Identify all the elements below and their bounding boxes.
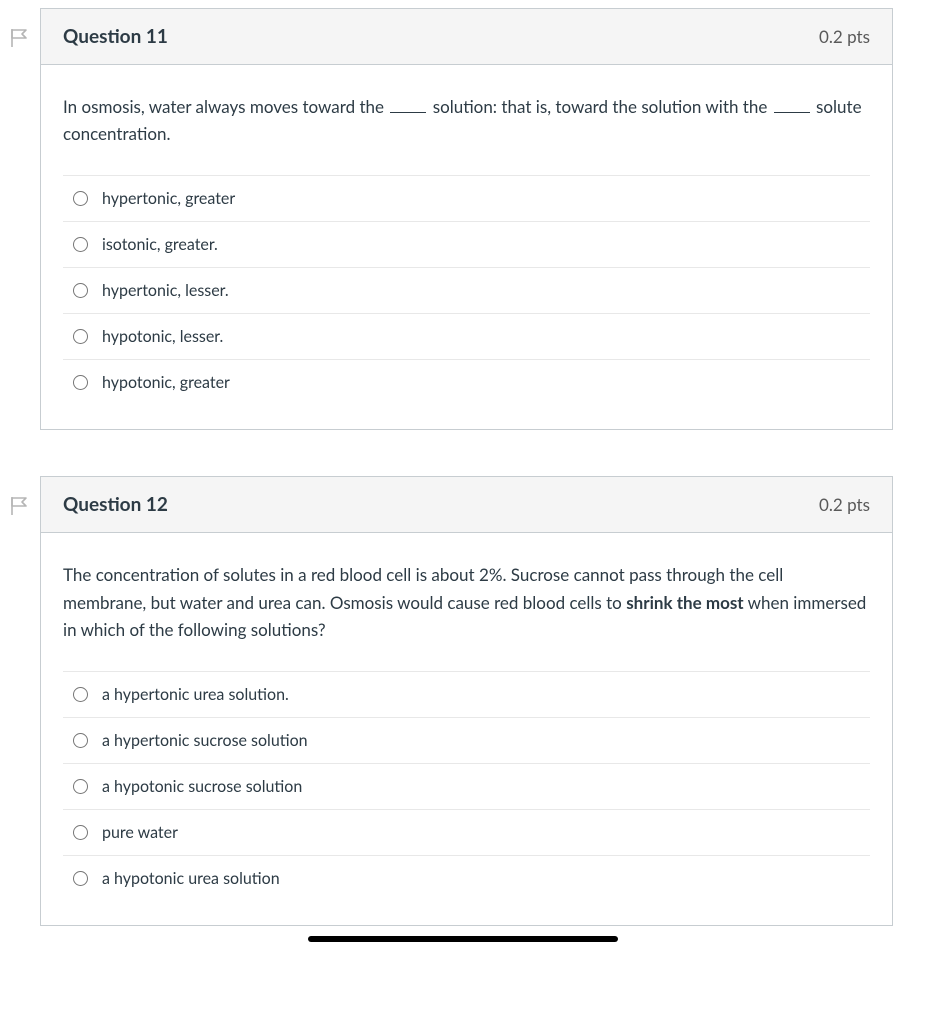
- answer-option[interactable]: hypotonic, lesser.: [63, 314, 870, 360]
- answer-label: hypertonic, greater: [102, 189, 235, 208]
- answer-radio[interactable]: [73, 871, 88, 886]
- answer-label: hypotonic, lesser.: [102, 327, 223, 346]
- answer-radio[interactable]: [73, 779, 88, 794]
- answer-label: pure water: [102, 823, 178, 842]
- answer-option[interactable]: hypertonic, greater: [63, 176, 870, 222]
- question-text: The concentration of solutes in a red bl…: [63, 561, 870, 643]
- question-header: Question 12 0.2 pts: [41, 477, 892, 533]
- answer-label: a hypotonic urea solution: [102, 869, 280, 888]
- answer-radio[interactable]: [73, 329, 88, 344]
- answer-radio[interactable]: [73, 375, 88, 390]
- question-points: 0.2 pts: [819, 26, 870, 47]
- question-body: In osmosis, water always moves toward th…: [41, 65, 892, 429]
- question-card: Question 12 0.2 pts The concentration of…: [40, 476, 893, 926]
- answer-radio[interactable]: [73, 237, 88, 252]
- answer-option[interactable]: a hypotonic sucrose solution: [63, 764, 870, 810]
- answer-label: hypertonic, lesser.: [102, 281, 229, 300]
- answer-option[interactable]: a hypertonic sucrose solution: [63, 718, 870, 764]
- question-wrapper: Question 12 0.2 pts The concentration of…: [0, 476, 925, 926]
- answer-radio[interactable]: [73, 283, 88, 298]
- answer-radio[interactable]: [73, 191, 88, 206]
- question-text: In osmosis, water always moves toward th…: [63, 93, 870, 147]
- question-header: Question 11 0.2 pts: [41, 9, 892, 65]
- question-wrapper: Question 11 0.2 pts In osmosis, water al…: [0, 8, 925, 430]
- answer-option[interactable]: isotonic, greater.: [63, 222, 870, 268]
- question-body: The concentration of solutes in a red bl…: [41, 533, 892, 925]
- question-points: 0.2 pts: [819, 494, 870, 515]
- question-title: Question 12: [63, 493, 168, 516]
- home-indicator: [308, 936, 618, 942]
- answers-list: a hypertonic urea solution. a hypertonic…: [63, 671, 870, 901]
- answer-label: hypotonic, greater: [102, 373, 230, 392]
- answer-radio[interactable]: [73, 825, 88, 840]
- answer-option[interactable]: a hypotonic urea solution: [63, 856, 870, 901]
- question-title: Question 11: [63, 25, 168, 48]
- answer-radio[interactable]: [73, 687, 88, 702]
- answer-option[interactable]: pure water: [63, 810, 870, 856]
- answers-list: hypertonic, greater isotonic, greater. h…: [63, 175, 870, 405]
- answer-label: a hypotonic sucrose solution: [102, 777, 302, 796]
- question-card: Question 11 0.2 pts In osmosis, water al…: [40, 8, 893, 430]
- answer-option[interactable]: a hypertonic urea solution.: [63, 672, 870, 718]
- answer-label: a hypertonic sucrose solution: [102, 731, 308, 750]
- answer-radio[interactable]: [73, 733, 88, 748]
- answer-label: isotonic, greater.: [102, 235, 218, 254]
- answer-option[interactable]: hypotonic, greater: [63, 360, 870, 405]
- flag-icon[interactable]: [0, 8, 40, 50]
- answer-label: a hypertonic urea solution.: [102, 685, 289, 704]
- answer-option[interactable]: hypertonic, lesser.: [63, 268, 870, 314]
- flag-icon[interactable]: [0, 476, 40, 518]
